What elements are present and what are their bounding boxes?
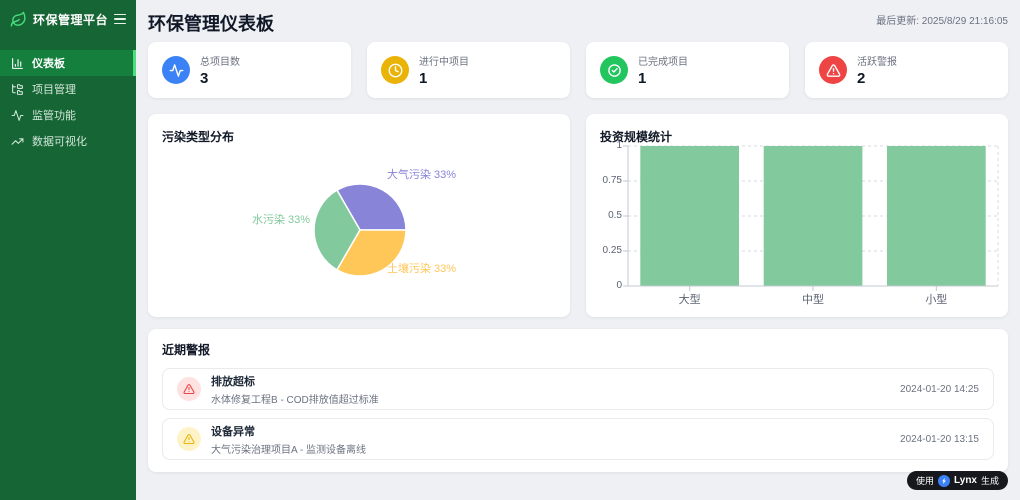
badge-suffix: 生成 [980, 476, 999, 486]
bar-chart-card: 投资规模统计 1 0.75 0.5 0.25 0 大型 中型 小型 [586, 114, 1008, 317]
alert-triangle-icon [177, 427, 201, 451]
brand-title: 环保管理平台 [33, 12, 109, 27]
stat-value: 1 [419, 70, 428, 87]
trending-up-icon [10, 134, 24, 148]
alert-row-emission[interactable]: 排放超标 水体修复工程B - COD排放值超过标准 2024-01-20 14:… [162, 368, 994, 410]
stat-label: 已完成项目 [638, 57, 688, 68]
alert-description: 水体修复工程B - COD排放值超过标准 [211, 394, 379, 406]
badge-brand: Lynx [954, 475, 977, 486]
leaf-logo-icon [10, 10, 27, 28]
stat-label: 总项目数 [200, 57, 240, 68]
stat-card-completed: 已完成项目 1 [586, 42, 789, 98]
alert-triangle-icon [819, 56, 847, 84]
pie-chart[interactable] [300, 170, 420, 290]
sidebar-menu: 仪表板 项目管理 监管功能 [0, 50, 136, 154]
hamburger-menu-icon[interactable] [114, 13, 126, 25]
page-header: 环保管理仪表板 最后更新: 2025/8/29 21:16:05 [148, 8, 1008, 42]
sidebar-header: 环保管理平台 [0, 0, 136, 36]
sidebar-item-projects[interactable]: 项目管理 [0, 76, 136, 102]
stats-row: 总项目数 3 进行中项目 1 已完成项目 1 [148, 42, 1008, 98]
stat-label: 进行中项目 [419, 57, 469, 68]
sidebar-item-data-visualization[interactable]: 数据可视化 [0, 128, 136, 154]
stat-card-in-progress: 进行中项目 1 [367, 42, 570, 98]
stat-card-active-alerts: 活跃警报 2 [805, 42, 1008, 98]
clock-icon [381, 56, 409, 84]
sidebar-item-label: 数据可视化 [32, 136, 87, 148]
bar-chart[interactable] [623, 145, 999, 291]
main-content: 环保管理仪表板 最后更新: 2025/8/29 21:16:05 总项目数 3 … [136, 0, 1020, 500]
pie-label-air: 大气污染 33% [387, 169, 457, 181]
pie-chart-card: 污染类型分布 大气污染 33% 水污染 33% 土壤污染 33% [148, 114, 570, 317]
alert-timestamp: 2024-01-20 13:15 [900, 433, 979, 445]
lynx-logo-icon [938, 474, 951, 487]
activity-icon [10, 108, 24, 122]
sidebar-item-label: 仪表板 [32, 58, 65, 70]
activity-icon [162, 56, 190, 84]
alert-title: 排放超标 [211, 375, 255, 388]
alert-title: 设备异常 [211, 425, 255, 438]
sidebar-item-label: 监管功能 [32, 110, 76, 122]
alert-triangle-icon [177, 377, 201, 401]
sidebar: 环保管理平台 仪表板 项目管理 [0, 0, 136, 500]
bar-chart-y-axis-ticks: 1 0.75 0.5 0.25 0 [602, 140, 622, 291]
badge-prefix: 使用 [916, 476, 935, 486]
recent-alerts-title: 近期警报 [162, 343, 211, 357]
page-title: 环保管理仪表板 [148, 14, 274, 34]
sidebar-item-supervision[interactable]: 监管功能 [0, 102, 136, 128]
check-circle-icon [600, 56, 628, 84]
recent-alerts-card: 近期警报 排放超标 水体修复工程B - COD排放值超过标准 2024-01-2… [148, 329, 1008, 472]
stat-card-total-projects: 总项目数 3 [148, 42, 351, 98]
alert-timestamp: 2024-01-20 14:25 [900, 383, 979, 395]
bar-chart-title: 投资规模统计 [600, 130, 673, 144]
sidebar-item-dashboard[interactable]: 仪表板 [0, 50, 136, 76]
stat-value: 2 [857, 70, 866, 87]
stat-label: 活跃警报 [857, 57, 897, 68]
last-update-timestamp: 最后更新: 2025/8/29 21:16:05 [876, 16, 1008, 27]
bar-chart-icon [10, 56, 24, 70]
made-with-lynx-badge[interactable]: 使用 Lynx 生成 [907, 471, 1008, 490]
stat-value: 1 [638, 70, 647, 87]
bar-chart-x-axis-labels: 大型 中型 小型 [678, 294, 948, 306]
alert-row-device[interactable]: 设备异常 大气污染治理项目A - 监测设备离线 2024-01-20 13:15 [162, 418, 994, 460]
sidebar-item-label: 项目管理 [32, 84, 76, 96]
alert-description: 大气污染治理项目A - 监测设备离线 [211, 444, 367, 456]
stat-value: 3 [200, 70, 209, 87]
pie-label-soil: 土壤污染 33% [387, 263, 457, 275]
pie-label-water: 水污染 33% [252, 214, 311, 226]
folder-tree-icon [10, 82, 24, 96]
charts-row: 污染类型分布 大气污染 33% 水污染 33% 土壤污染 33% 投资规模统计 … [148, 114, 1008, 317]
pie-chart-title: 污染类型分布 [162, 130, 235, 144]
